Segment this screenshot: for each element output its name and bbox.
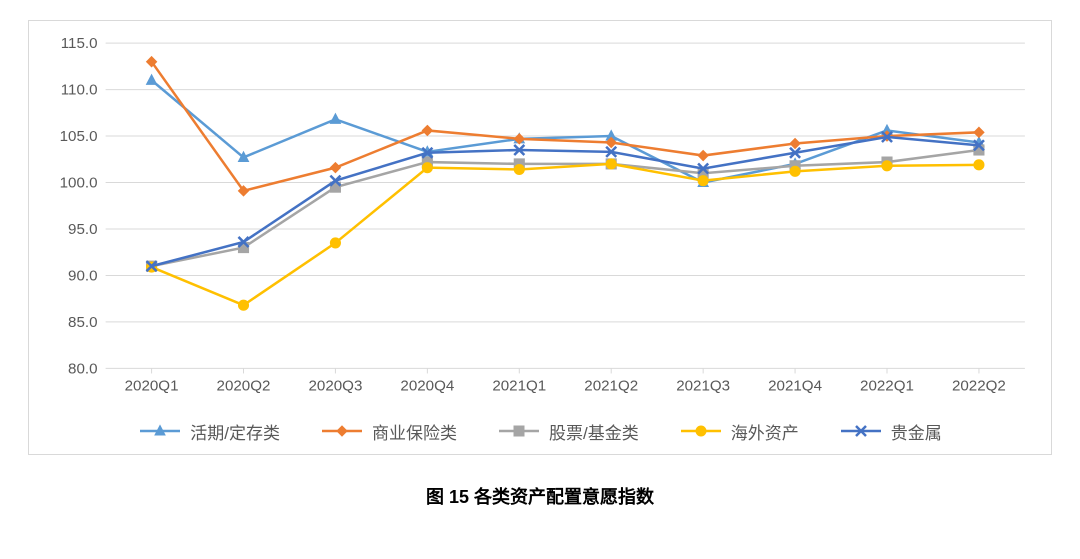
x-tick-label: 2021Q2 [584, 378, 638, 395]
page-root: 80.0 85.0 90.0 95.0 100.0 105.0 110.0 115.0 2020… [0, 0, 1080, 559]
y-tick-label: 85.0 [68, 314, 97, 331]
legend-swatch-overseas [679, 422, 723, 440]
y-tick-label: 110.0 [61, 82, 98, 99]
legend-label: 商业保险类 [372, 419, 457, 444]
figure-caption: 图 15 各类资产配置意愿指数 [28, 483, 1052, 509]
series-marker-overseas [238, 300, 248, 310]
series-marker-overseas [422, 163, 432, 173]
x-tick-label: 2020Q2 [217, 378, 271, 395]
legend-label: 贵金属 [891, 419, 942, 444]
legend-item-stocks: 股票/基金类 [497, 419, 639, 444]
series-marker-insurance [698, 151, 708, 161]
legend-swatch-stocks [497, 422, 541, 440]
series-marker-insurance [330, 163, 340, 173]
x-tick-label: 2020Q4 [400, 378, 454, 395]
y-tick-label: 90.0 [68, 267, 97, 284]
legend-label: 股票/基金类 [549, 419, 639, 444]
series-marker-overseas [514, 164, 524, 174]
series-marker-overseas [790, 166, 800, 176]
series-marker-overseas [882, 161, 892, 171]
legend-swatch-deposit [138, 422, 182, 440]
x-tick-label: 2021Q3 [676, 378, 730, 395]
series-marker-deposit [147, 75, 157, 85]
legend-label: 海外资产 [731, 419, 799, 444]
y-tick-label: 115.0 [61, 35, 98, 52]
series-marker-overseas [974, 160, 984, 170]
series-marker-deposit [330, 114, 340, 124]
series-line-insurance [152, 62, 979, 191]
series-marker-overseas [698, 176, 708, 186]
series-marker-insurance [422, 125, 432, 135]
y-tick-label: 95.0 [68, 221, 97, 238]
x-tick-label: 2021Q4 [768, 378, 822, 395]
legend-item-metal: 贵金属 [839, 419, 942, 444]
x-tick-label: 2022Q2 [952, 378, 1006, 395]
x-tick-label: 2021Q1 [492, 378, 546, 395]
legend: 活期/定存类 商业保险类 股票/基金类 海外资产 贵金属 [45, 419, 1035, 444]
series-line-overseas [152, 164, 979, 305]
x-tick-label: 2020Q1 [125, 378, 179, 395]
y-tick-label: 105.0 [60, 128, 98, 145]
y-tick-label: 100.0 [60, 175, 98, 192]
series-marker-overseas [330, 238, 340, 248]
series-marker-insurance [790, 138, 800, 148]
legend-item-overseas: 海外资产 [679, 419, 799, 444]
chart-container: 80.0 85.0 90.0 95.0 100.0 105.0 110.0 115.0 2020… [28, 20, 1052, 455]
series-marker-overseas [606, 159, 616, 169]
series-line-metal [152, 137, 979, 266]
legend-item-insurance: 商业保险类 [320, 419, 457, 444]
x-tick-label: 2022Q1 [860, 378, 914, 395]
line-chart-svg: 80.0 85.0 90.0 95.0 100.0 105.0 110.0 115.0 2020… [45, 33, 1035, 397]
legend-swatch-insurance [320, 422, 364, 440]
y-tick-label: 80.0 [68, 360, 97, 377]
legend-swatch-metal [839, 422, 883, 440]
x-tick-label: 2020Q3 [308, 378, 362, 395]
legend-item-deposit: 活期/定存类 [138, 419, 280, 444]
legend-label: 活期/定存类 [190, 419, 280, 444]
plot-area: 80.0 85.0 90.0 95.0 100.0 105.0 110.0 115.0 2020… [45, 33, 1035, 397]
